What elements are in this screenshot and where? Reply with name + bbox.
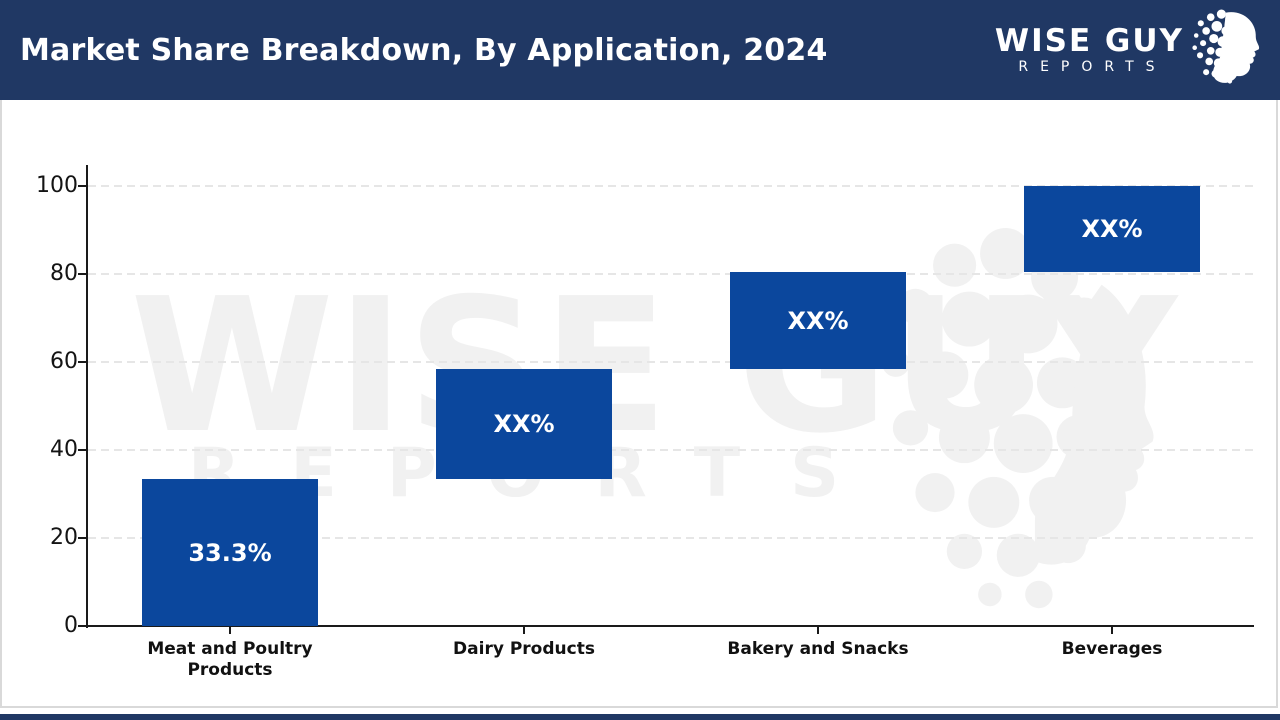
logo-name: WISE GUY bbox=[994, 23, 1184, 59]
x-tick-2 bbox=[817, 627, 819, 634]
x-tick-3 bbox=[1111, 627, 1113, 634]
x-tick-1 bbox=[523, 627, 525, 634]
x-category-label: Bakery and Snacks bbox=[727, 639, 909, 659]
header-bar: Market Share Breakdown, By Application, … bbox=[0, 0, 1280, 100]
y-tick-label-60: 60 bbox=[50, 349, 78, 374]
logo-text: WISE GUY REPORTS bbox=[995, 25, 1184, 75]
x-category-label: Beverages bbox=[1061, 639, 1163, 659]
x-category-label: Dairy Products bbox=[453, 639, 595, 659]
bar-value-label: XX% bbox=[1081, 214, 1143, 243]
x-category-label: Meat and Poultry Products bbox=[147, 639, 313, 680]
bar-segment: XX% bbox=[1024, 186, 1200, 272]
y-tick-100 bbox=[78, 185, 86, 187]
bar-segment: XX% bbox=[730, 271, 906, 370]
y-tick-label-40: 40 bbox=[50, 437, 78, 462]
y-tick-40 bbox=[78, 449, 86, 451]
grid-line-100 bbox=[88, 185, 1253, 187]
y-axis-line bbox=[86, 165, 88, 628]
grid-line-60 bbox=[88, 361, 1253, 363]
market-share-chart: 0 20 40 60 80 100 33.3% Meat and Poultry Produc… bbox=[0, 100, 1280, 714]
y-tick-80 bbox=[78, 273, 86, 275]
logo-subname: REPORTS bbox=[1018, 59, 1167, 75]
grid-line-40 bbox=[88, 449, 1253, 451]
y-tick-label-20: 20 bbox=[50, 525, 78, 550]
bar-value-label: XX% bbox=[493, 410, 555, 439]
bar-segment: 33.3% bbox=[142, 479, 318, 626]
y-tick-label-0: 0 bbox=[64, 613, 78, 638]
y-tick-20 bbox=[78, 537, 86, 539]
x-axis-line bbox=[86, 625, 1254, 627]
y-tick-0 bbox=[78, 625, 86, 627]
y-tick-60 bbox=[78, 361, 86, 363]
y-tick-label-80: 80 bbox=[50, 261, 78, 286]
wise-guy-reports-logo: WISE GUY REPORTS bbox=[995, 8, 1266, 92]
grid-line-80 bbox=[88, 273, 1253, 275]
logo-head-icon bbox=[1192, 9, 1260, 84]
x-tick-0 bbox=[229, 627, 231, 634]
bar-segment: XX% bbox=[436, 369, 612, 480]
watermark-head-graphic bbox=[882, 227, 1154, 609]
y-tick-label-100: 100 bbox=[36, 173, 78, 198]
grid-line-20 bbox=[88, 537, 1253, 539]
footer-bar bbox=[0, 714, 1280, 720]
page-title: Market Share Breakdown, By Application, … bbox=[20, 32, 828, 68]
bar-value-label: 33.3% bbox=[188, 538, 272, 567]
bar-value-label: XX% bbox=[787, 306, 849, 335]
